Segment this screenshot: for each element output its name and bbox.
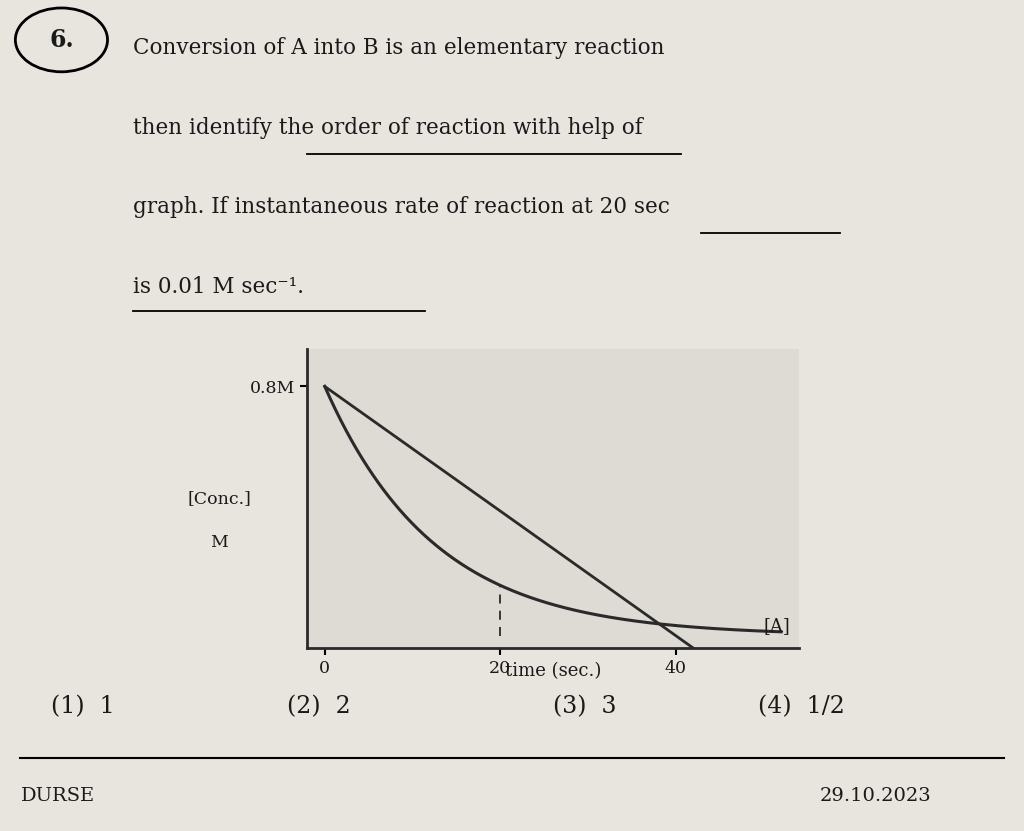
Text: [A]: [A] — [764, 617, 791, 636]
Text: Conversion of A into B is an elementary reaction: Conversion of A into B is an elementary … — [133, 37, 665, 59]
Text: time (sec.): time (sec.) — [505, 662, 601, 681]
Text: DURSE: DURSE — [20, 787, 94, 805]
Text: 6.: 6. — [49, 28, 74, 52]
Text: (4)  1/2: (4) 1/2 — [758, 695, 845, 718]
Ellipse shape — [15, 8, 108, 71]
Text: (1)  1: (1) 1 — [51, 695, 115, 718]
Text: 29.10.2023: 29.10.2023 — [819, 787, 931, 805]
Text: graph. If instantaneous rate of reaction at 20 sec: graph. If instantaneous rate of reaction… — [133, 196, 670, 219]
Text: then identify the order of reaction with help of: then identify the order of reaction with… — [133, 116, 643, 139]
Text: (2)  2: (2) 2 — [287, 695, 350, 718]
Text: [Conc.]: [Conc.] — [187, 490, 251, 507]
Text: (3)  3: (3) 3 — [553, 695, 616, 718]
Text: is 0.01 M sec⁻¹.: is 0.01 M sec⁻¹. — [133, 276, 304, 298]
Text: M: M — [211, 534, 228, 551]
